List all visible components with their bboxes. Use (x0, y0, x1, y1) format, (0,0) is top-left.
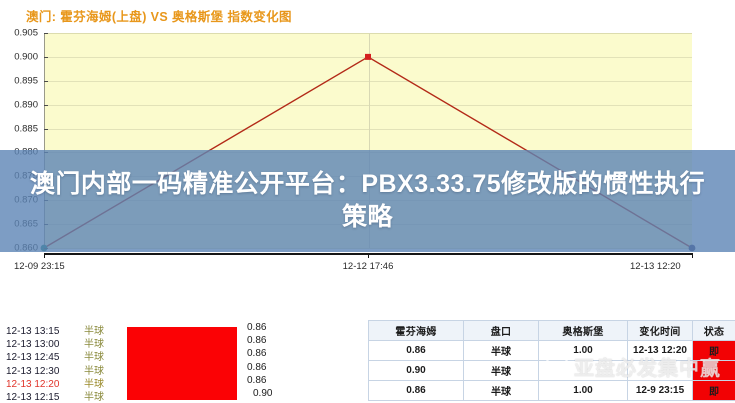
cell-change-time: 12-13 12:20 (628, 341, 693, 361)
y-axis-tick-mark (44, 81, 48, 82)
cell-handicap: 半球 (464, 361, 539, 381)
table-column-header: 变化时间 (628, 321, 693, 341)
promo-overlay-banner: 澳门内部一码精准公开平台：PBX3.33.75修改版的惯性执行策略 (0, 150, 735, 252)
red-masked-block (127, 327, 237, 400)
table-column-header: 霍芬海姆 (369, 321, 464, 341)
y-axis-tick-mark (44, 33, 48, 34)
x-axis-tick-mark (692, 253, 693, 258)
x-axis-tick-mark (368, 253, 369, 258)
x-axis-tick-mark (44, 253, 45, 258)
table-header-row: 霍芬海姆盘口奥格斯堡变化时间状态 (369, 321, 735, 341)
cell-home-odds: 0.90 (369, 361, 464, 381)
cell-status-badge (693, 361, 735, 381)
y-axis-tick-label: 0.890 (14, 99, 38, 110)
chart-title: 澳门: 霍芬海姆(上盘) VS 奥格斯堡 指数变化图 (26, 6, 292, 25)
table-column-header: 状态 (693, 321, 735, 341)
odds-item-value: 0.86 (247, 335, 266, 346)
y-axis-tick-label: 0.885 (14, 123, 38, 134)
promo-overlay-text: 澳门内部一码精准公开平台：PBX3.33.75修改版的惯性执行策略 (0, 168, 735, 234)
cell-away-odds (539, 361, 628, 381)
odds-item-value: 0.86 (247, 375, 266, 386)
x-axis-tick-label: 12-09 23:15 (14, 261, 65, 272)
y-axis-tick-label: 0.900 (14, 51, 38, 62)
cell-handicap: 半球 (464, 381, 539, 401)
odds-item-value: 0.90 (253, 388, 272, 399)
odds-item-handicap: 半球 (84, 392, 104, 403)
y-axis-tick-mark (44, 105, 48, 106)
odds-item-value: 0.86 (247, 362, 266, 373)
cell-away-odds: 1.00 (539, 381, 628, 401)
cell-handicap: 半球 (464, 341, 539, 361)
cell-status-badge: 即 (693, 381, 735, 401)
cell-status-badge: 即 (693, 341, 735, 361)
odds-item-value: 0.86 (247, 348, 266, 359)
y-axis-tick-label: 0.895 (14, 75, 38, 86)
cell-change-time (628, 361, 693, 381)
odds-item-time: 12-13 12:15 (6, 392, 84, 403)
y-axis-tick-label: 0.905 (14, 28, 38, 39)
cell-home-odds: 0.86 (369, 341, 464, 361)
y-axis-tick-mark (44, 129, 48, 130)
chart-data-point-marker (365, 54, 371, 60)
table-column-header: 奥格斯堡 (539, 321, 628, 341)
cell-home-odds: 0.86 (369, 381, 464, 401)
y-axis-tick-mark (44, 57, 48, 58)
cell-away-odds: 1.00 (539, 341, 628, 361)
cell-change-time: 12-9 23:15 (628, 381, 693, 401)
x-axis-tick-label: 12-13 12:20 (630, 261, 681, 272)
odds-item-value: 0.86 (247, 322, 266, 333)
table-column-header: 盘口 (464, 321, 539, 341)
x-axis-tick-label: 12-12 17:46 (343, 261, 394, 272)
